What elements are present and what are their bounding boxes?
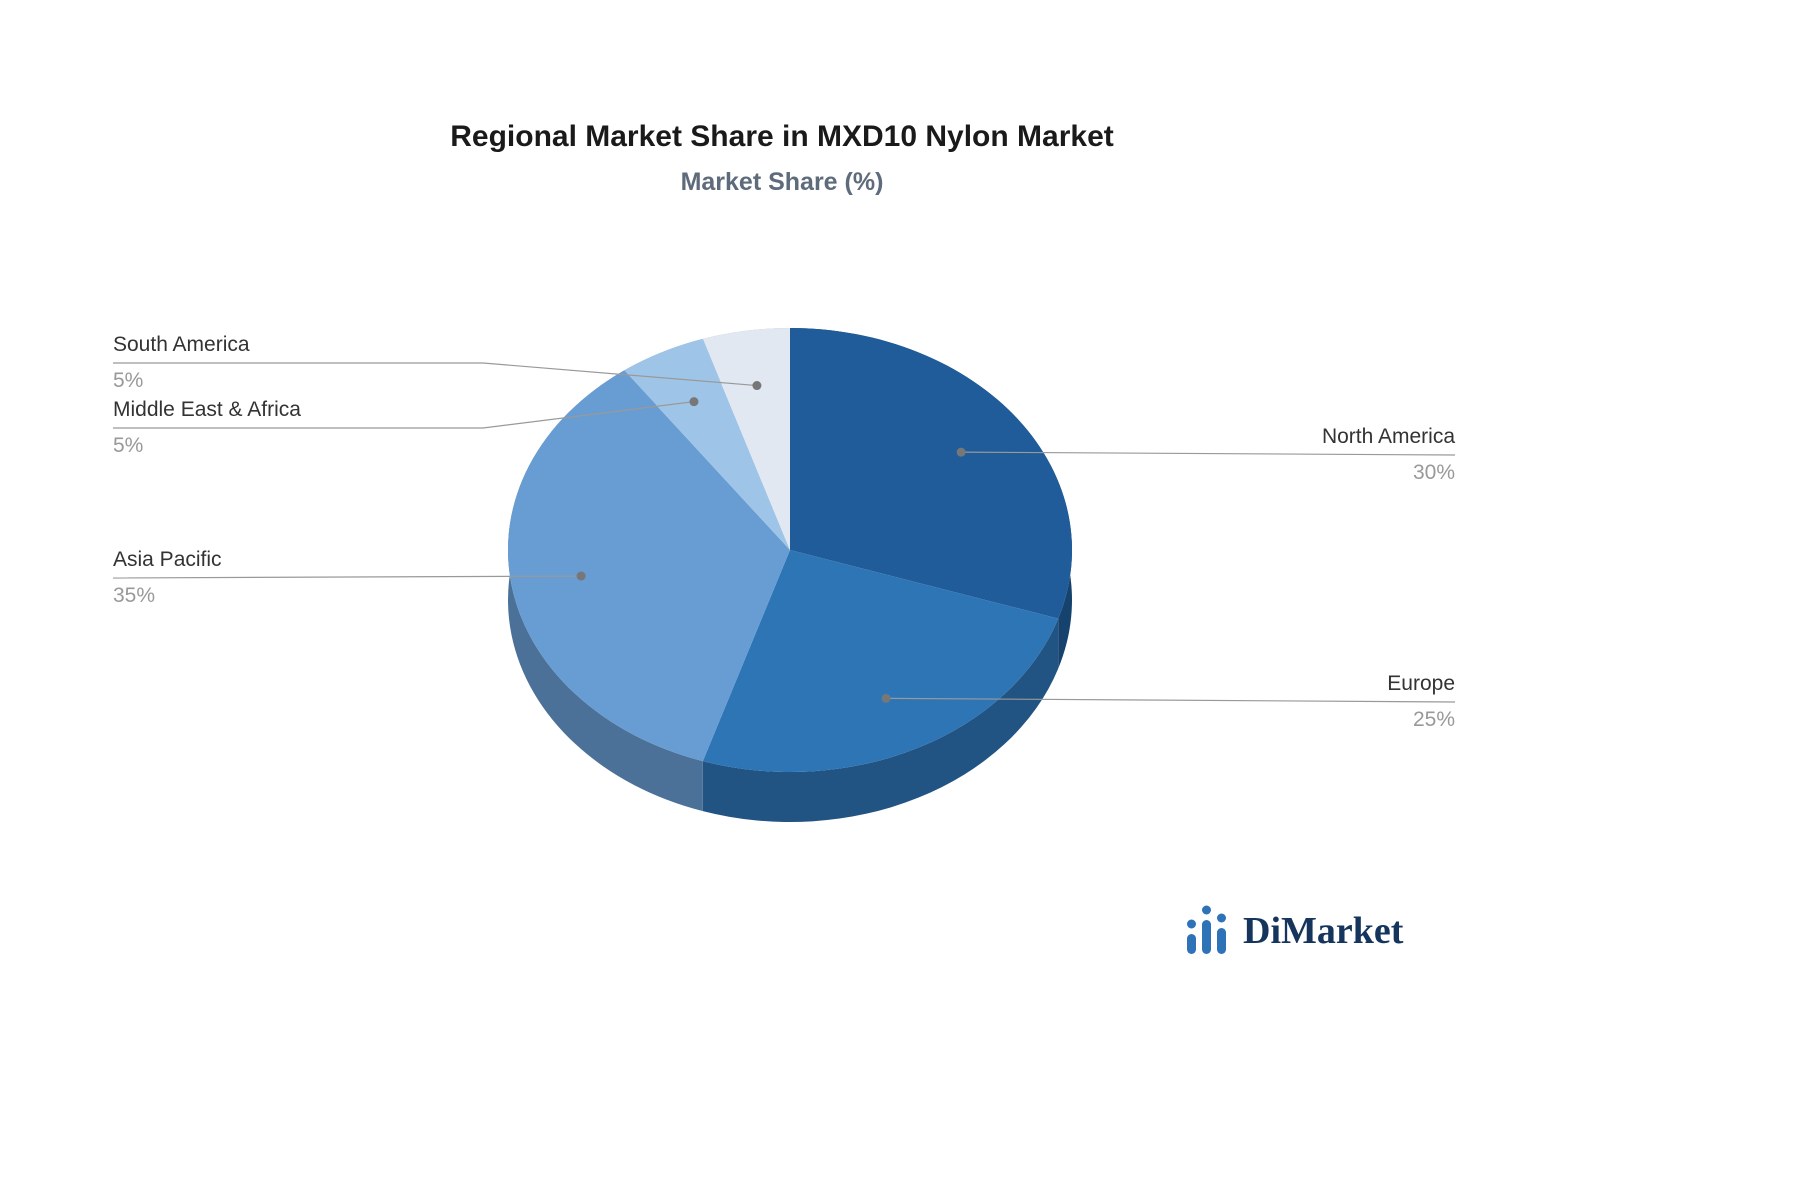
- slice-label-value: 5%: [113, 434, 144, 457]
- slice-label-north-america: North America 30%: [1322, 424, 1455, 486]
- pie-slice-asia-pacific[interactable]: [508, 370, 790, 762]
- pie-slice-south-america[interactable]: [702, 328, 790, 550]
- slice-label-name: Europe: [1387, 672, 1455, 695]
- pie-slice-europe[interactable]: [702, 550, 1059, 772]
- leader-line-asia-pacific: [112, 575, 582, 579]
- slice-label-value: 25%: [1412, 708, 1455, 731]
- leader-dot-europe: [881, 693, 891, 703]
- bar-chart-logo-icon: [1187, 905, 1226, 954]
- slice-label-south-america: South America 5%: [113, 332, 250, 394]
- pie-slice-north-america[interactable]: [790, 328, 1072, 619]
- slice-label-name: North America: [1321, 425, 1455, 448]
- leader-line-europe: [886, 697, 1456, 703]
- slice-label-name: Asia Pacific: [113, 548, 222, 571]
- brand-name: DiMarket: [1243, 910, 1404, 952]
- pie-slice-side-asia-pacific: [507, 370, 703, 812]
- slice-label-value: 35%: [113, 584, 156, 607]
- slice-label-name: South America: [113, 333, 250, 356]
- leader-dot-north-america: [956, 447, 966, 457]
- leader-dot-asia-pacific: [576, 571, 586, 581]
- leader-line-middle-east-africa: [113, 401, 695, 429]
- leader-dot-south-america: [752, 381, 762, 391]
- leader-line-north-america: [961, 451, 1456, 456]
- slice-label-middle-east-africa: Middle East & Africa 5%: [113, 397, 301, 459]
- leader-dot-middle-east-africa: [689, 397, 699, 407]
- slice-label-asia-pacific: Asia Pacific 35%: [113, 547, 222, 609]
- slice-label-europe: Europe 25%: [1387, 671, 1455, 733]
- chart-subtitle: Market Share (%): [680, 168, 884, 196]
- chart-title: Regional Market Share in MXD10 Nylon Mar…: [450, 120, 1114, 153]
- slice-label-value: 5%: [113, 369, 144, 392]
- leader-line-south-america: [113, 362, 757, 387]
- slice-label-name: Middle East & Africa: [113, 398, 301, 421]
- brand-logo: DiMarket: [1185, 903, 1403, 959]
- slice-label-value: 30%: [1412, 461, 1455, 484]
- pie-slice-middle-east-africa[interactable]: [624, 338, 790, 550]
- pie-slice-side-europe: [702, 618, 1059, 822]
